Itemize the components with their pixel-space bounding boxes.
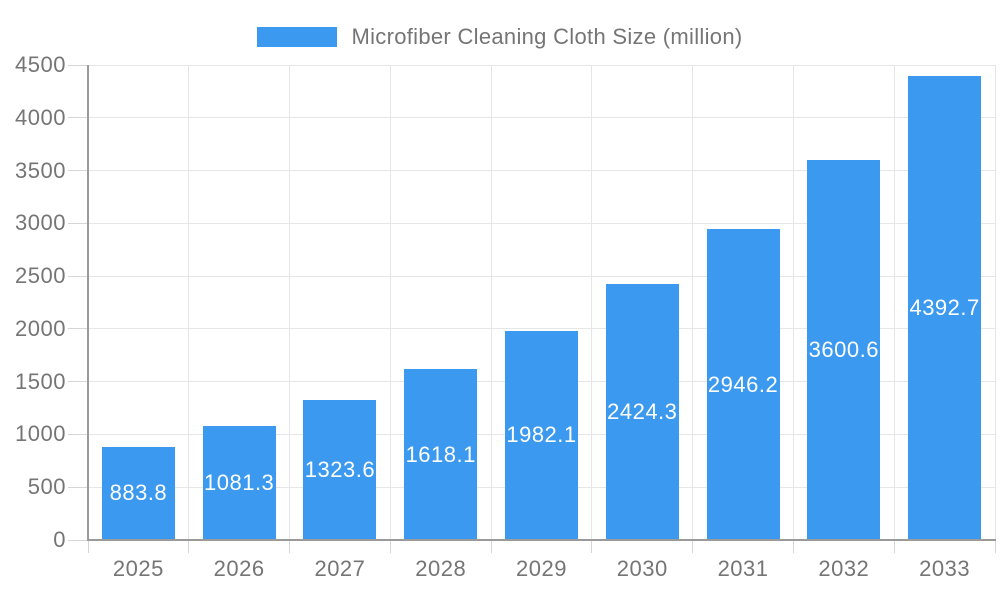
x-axis-tick xyxy=(87,540,89,553)
bar[interactable] xyxy=(908,76,982,540)
gridline-vertical xyxy=(289,65,291,540)
bar-value-label: 1618.1 xyxy=(405,441,476,467)
gridline-vertical xyxy=(994,65,996,540)
x-axis-line xyxy=(87,539,996,541)
gridline-vertical xyxy=(591,65,593,540)
bar-value-label: 2424.3 xyxy=(607,399,678,425)
y-axis-tick xyxy=(68,170,88,172)
x-axis-label: 2029 xyxy=(516,556,567,581)
y-axis-tick xyxy=(68,117,88,119)
x-axis-tick xyxy=(188,540,190,553)
bar[interactable] xyxy=(605,284,679,540)
y-axis-tick xyxy=(68,222,88,224)
legend-item[interactable]: Microfiber Cleaning Cloth Size (million) xyxy=(257,24,742,50)
y-axis-label: 0 xyxy=(53,527,66,552)
y-axis-label: 2500 xyxy=(15,263,66,289)
bar[interactable] xyxy=(101,446,175,540)
y-axis-tick xyxy=(68,486,88,488)
gridline-horizontal xyxy=(88,222,995,224)
y-axis-label: 1500 xyxy=(15,368,66,394)
legend-label: Microfiber Cleaning Cloth Size (million) xyxy=(351,24,743,49)
x-axis-tick xyxy=(490,540,492,553)
x-axis-label: 2028 xyxy=(415,556,467,581)
gridline-horizontal xyxy=(88,117,995,119)
bar[interactable] xyxy=(404,369,478,540)
x-axis-label: 2033 xyxy=(919,556,971,581)
x-axis-tick xyxy=(389,540,391,553)
y-axis-label: 500 xyxy=(27,474,66,500)
y-axis-tick xyxy=(68,539,88,541)
y-axis-label: 3500 xyxy=(15,157,66,183)
y-axis-label: 2000 xyxy=(15,315,66,341)
gridline-horizontal xyxy=(88,170,995,172)
x-axis-tick xyxy=(792,540,794,553)
gridline-vertical xyxy=(692,65,694,540)
gridline-vertical xyxy=(893,65,895,540)
bar-value-label: 1323.6 xyxy=(304,457,376,483)
x-axis-tick xyxy=(692,540,694,553)
legend-swatch-icon xyxy=(257,27,338,47)
y-axis-line xyxy=(87,65,89,540)
x-axis-label: 2032 xyxy=(818,556,870,581)
x-axis-tick xyxy=(994,540,996,553)
gridline-vertical xyxy=(792,65,794,540)
gridline-vertical xyxy=(490,65,492,540)
gridline-vertical xyxy=(389,65,391,540)
y-axis-tick xyxy=(68,381,88,383)
gridline-vertical xyxy=(188,65,190,540)
x-axis-tick xyxy=(893,540,895,553)
bar[interactable] xyxy=(505,330,578,540)
bar-value-label: 2946.2 xyxy=(707,371,779,397)
gridline-horizontal xyxy=(88,275,995,277)
bar[interactable] xyxy=(706,229,780,540)
bar-value-label: 4392.7 xyxy=(909,295,980,321)
x-axis-label: 2030 xyxy=(616,556,668,581)
x-axis-label: 2025 xyxy=(112,556,164,581)
bar-value-label: 1982.1 xyxy=(506,422,577,448)
x-axis-tick xyxy=(289,540,291,553)
x-axis-label: 2026 xyxy=(213,556,265,581)
x-axis-tick xyxy=(591,540,593,553)
bar[interactable] xyxy=(202,425,276,540)
y-axis-label: 4000 xyxy=(15,104,66,130)
bar[interactable] xyxy=(303,400,377,540)
y-axis-tick xyxy=(68,275,88,277)
x-axis-label: 2027 xyxy=(314,556,366,581)
y-axis-label: 1000 xyxy=(15,421,66,447)
bar-value-label: 1081.3 xyxy=(204,469,275,495)
bar[interactable] xyxy=(807,159,881,540)
bar-value-label: 883.8 xyxy=(109,480,168,506)
bar-value-label: 3600.6 xyxy=(808,336,879,362)
y-axis-tick xyxy=(68,328,88,330)
y-axis-label: 4500 xyxy=(15,52,66,77)
gridline-horizontal xyxy=(88,328,995,330)
gridline-horizontal xyxy=(88,64,995,66)
y-axis-label: 3000 xyxy=(15,210,66,236)
y-axis-tick xyxy=(68,64,88,66)
x-axis-label: 2031 xyxy=(717,556,769,581)
y-axis-tick xyxy=(68,433,88,435)
chart-legend: Microfiber Cleaning Cloth Size (million) xyxy=(0,24,1000,50)
